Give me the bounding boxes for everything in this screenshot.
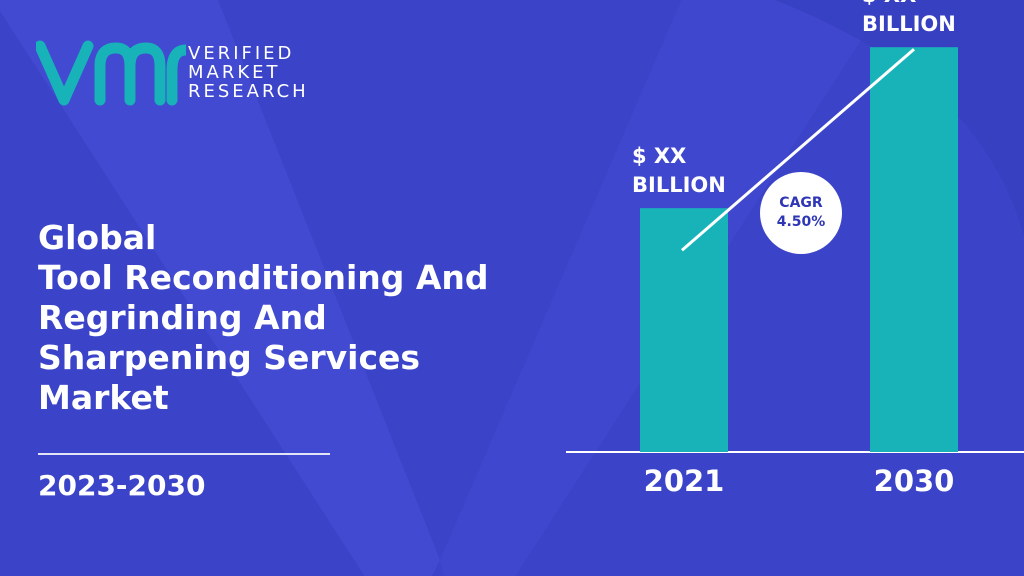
brand-name: VERIFIED MARKET RESEARCH — [188, 44, 309, 101]
page-title: Global Tool Reconditioning And Regrindin… — [38, 218, 538, 418]
vmr-logo-icon — [36, 40, 186, 106]
data-label-2021: $ XX BILLION — [632, 142, 726, 200]
chart-canvas — [566, 47, 1024, 453]
cagr-label: CAGR — [779, 195, 823, 211]
bar-2021 — [640, 208, 728, 452]
growth-trend-line — [681, 48, 915, 252]
title-line-1: Global — [38, 218, 157, 257]
cagr-value: 4.50% — [776, 214, 826, 230]
brand-line-1: VERIFIED — [188, 43, 295, 64]
x-tick-label-2030: 2030 — [873, 464, 955, 498]
brand-line-3: RESEARCH — [188, 81, 309, 102]
data-label-line-1: $ XX — [632, 144, 687, 169]
data-label-line-2: BILLION — [632, 173, 726, 198]
title-divider — [38, 453, 330, 455]
title-line-4: Sharpening Services — [38, 338, 421, 377]
forecast-period: 2023-2030 — [38, 469, 206, 502]
title-line-5: Market — [38, 378, 169, 417]
bar-2030 — [870, 47, 958, 452]
x-tick-label-2021: 2021 — [643, 464, 725, 498]
market-size-chart: CAGR 4.50% $ XX BILLION 2021 $ XX BILLION 203… — [560, 0, 1024, 530]
brand-logo: VERIFIED MARKET RESEARCH — [36, 40, 326, 110]
data-label-line-2: BILLION — [862, 12, 956, 37]
cagr-badge: CAGR 4.50% — [760, 172, 842, 254]
title-line-3: Regrinding And — [38, 298, 327, 337]
title-line-2: Tool Reconditioning And — [38, 258, 489, 297]
data-label-2030: $ XX BILLION — [862, 0, 956, 39]
brand-line-2: MARKET — [188, 62, 281, 83]
data-label-line-1: $ XX — [862, 0, 956, 10]
